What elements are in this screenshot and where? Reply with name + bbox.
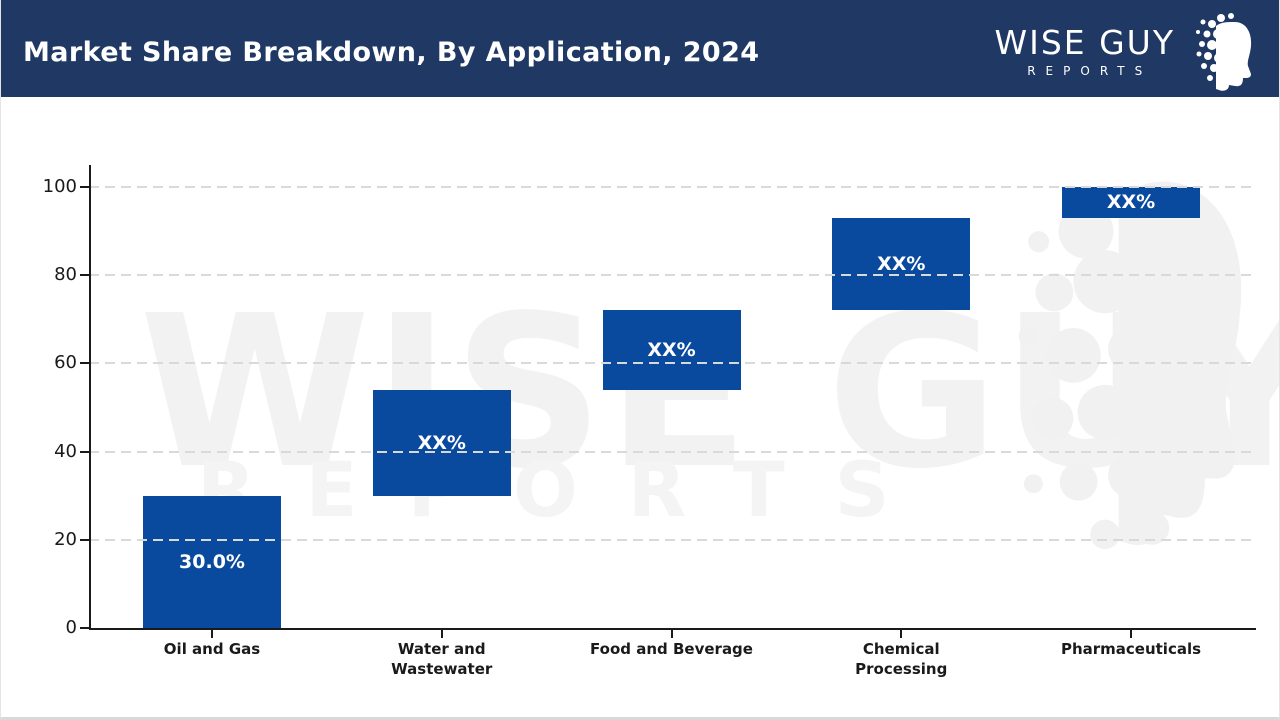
y-tick-mark bbox=[80, 450, 89, 453]
x-axis-line bbox=[89, 628, 1256, 630]
x-axis-label-line: Processing bbox=[855, 660, 948, 678]
x-axis-label-line: Oil and Gas bbox=[163, 640, 261, 658]
gridline-60 bbox=[89, 362, 1254, 365]
y-tick-label: 60 bbox=[54, 352, 77, 374]
y-tick-label: 80 bbox=[54, 264, 77, 286]
bar-segment bbox=[372, 389, 511, 496]
bar-value-label: XX% bbox=[417, 431, 466, 454]
bar-segment bbox=[832, 217, 971, 311]
y-tick-mark bbox=[80, 274, 89, 277]
brand-subtitle: REPORTS bbox=[1027, 63, 1153, 78]
y-tick-mark bbox=[80, 186, 89, 188]
bar-value-label: XX% bbox=[1106, 191, 1156, 214]
x-axis-label-line: Food and Beverage bbox=[590, 640, 753, 658]
x-tick-mark bbox=[1130, 630, 1132, 638]
brand-name: WISE GUY bbox=[994, 22, 1175, 62]
y-tick-label: 100 bbox=[42, 176, 77, 197]
gridline-20 bbox=[89, 538, 1254, 541]
y-axis-line bbox=[89, 165, 91, 630]
x-axis-label: Food and Beverage bbox=[572, 639, 772, 659]
x-tick-mark bbox=[900, 630, 903, 638]
x-axis-label-line: Wastewater bbox=[391, 660, 493, 678]
bar-value-label: XX% bbox=[647, 339, 696, 362]
bar-value-label: XX% bbox=[877, 253, 926, 276]
watermark-face-icon bbox=[1018, 181, 1242, 550]
y-tick-label: 0 bbox=[65, 617, 77, 638]
header: Market Share Breakdown, By Application, … bbox=[1, 0, 1279, 97]
brand-logo: WISE GUY REPORTS bbox=[994, 12, 1253, 92]
bar-segment bbox=[602, 310, 741, 390]
brand-face-icon bbox=[1196, 12, 1252, 91]
x-axis-label: Chemical Processing bbox=[801, 639, 1001, 679]
bar-value-label: 30.0% bbox=[179, 550, 245, 573]
x-axis-label-line: Chemical bbox=[862, 640, 940, 658]
gridline-80 bbox=[89, 274, 1254, 277]
x-axis-label: Water and Wastewater bbox=[342, 639, 542, 679]
x-axis-label-line: Water and bbox=[397, 640, 486, 658]
x-tick-mark bbox=[440, 630, 443, 638]
bar-segment bbox=[143, 495, 281, 628]
x-axis-label: Oil and Gas bbox=[112, 639, 312, 659]
brand-logo-text: WISE GUY REPORTS bbox=[994, 26, 1175, 78]
gridline-40 bbox=[89, 450, 1254, 453]
x-tick-mark bbox=[211, 630, 213, 638]
x-tick-mark bbox=[670, 630, 673, 638]
x-axis-label-line: Pharmaceuticals bbox=[1060, 640, 1202, 658]
y-tick-label: 20 bbox=[54, 528, 77, 550]
y-tick-mark bbox=[80, 538, 89, 541]
y-tick-label: 40 bbox=[54, 440, 77, 462]
gridline-100 bbox=[89, 186, 1254, 188]
y-tick-mark bbox=[80, 362, 89, 365]
watermark-brand-subtitle: REPORTS bbox=[197, 445, 940, 534]
page-title: Market Share Breakdown, By Application, … bbox=[23, 37, 760, 68]
y-tick-mark bbox=[80, 627, 89, 629]
x-axis-label: Pharmaceuticals bbox=[1031, 639, 1231, 659]
